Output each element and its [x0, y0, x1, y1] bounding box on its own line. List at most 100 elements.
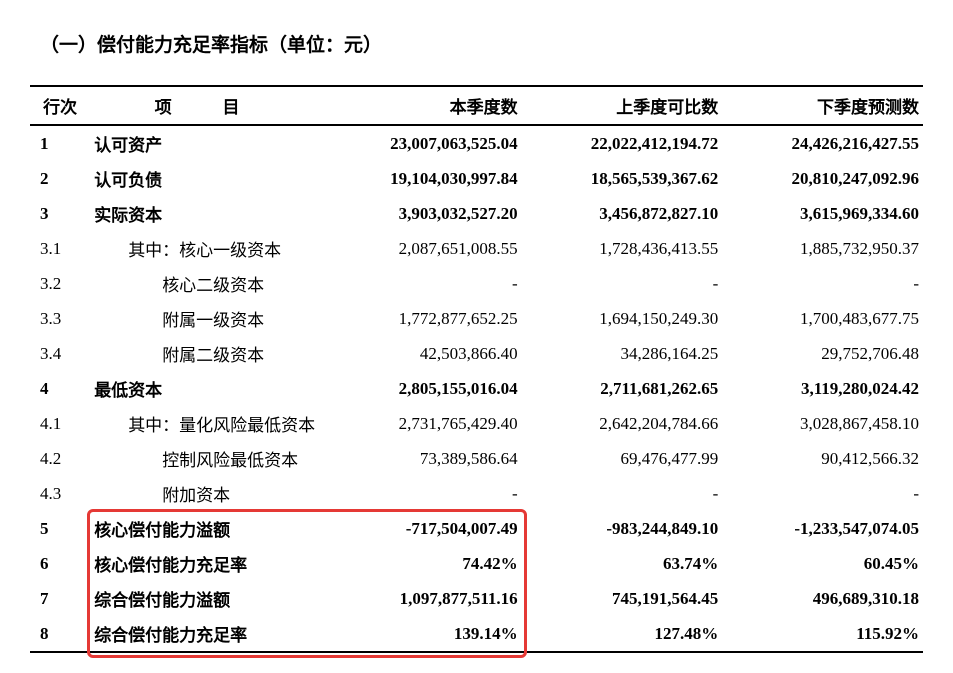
cell-value: 127.48% [522, 616, 723, 652]
cell-value: 22,022,412,194.72 [522, 125, 723, 161]
section-heading: （一）偿付能力充足率指标（单位：元） [40, 30, 923, 57]
row-index: 1 [30, 125, 90, 161]
cell-value: 2,087,651,008.55 [321, 231, 522, 266]
row-item-name: 控制风险最低资本 [90, 441, 321, 476]
row-index: 3.2 [30, 266, 90, 301]
table-row: 2认可负债19,104,030,997.8418,565,539,367.622… [30, 161, 923, 196]
cell-value: 3,456,872,827.10 [522, 196, 723, 231]
col-header-prev: 上季度可比数 [522, 86, 723, 125]
cell-value: 69,476,477.99 [522, 441, 723, 476]
cell-value: 115.92% [722, 616, 923, 652]
table-row: 3.1其中：核心一级资本2,087,651,008.551,728,436,41… [30, 231, 923, 266]
table-row: 4最低资本2,805,155,016.042,711,681,262.653,1… [30, 371, 923, 406]
cell-value: 1,700,483,677.75 [722, 301, 923, 336]
table-row: 7综合偿付能力溢额1,097,877,511.16745,191,564.454… [30, 581, 923, 616]
cell-value: - [722, 266, 923, 301]
cell-value: 29,752,706.48 [722, 336, 923, 371]
row-index: 3.4 [30, 336, 90, 371]
row-index: 2 [30, 161, 90, 196]
cell-value: 2,642,204,784.66 [522, 406, 723, 441]
row-item-name: 最低资本 [90, 371, 321, 406]
cell-value: 2,805,155,016.04 [321, 371, 522, 406]
cell-value: 20,810,247,092.96 [722, 161, 923, 196]
cell-value: 60.45% [722, 546, 923, 581]
cell-value: 3,119,280,024.42 [722, 371, 923, 406]
row-item-name: 认可资产 [90, 125, 321, 161]
cell-value: 19,104,030,997.84 [321, 161, 522, 196]
row-item-name: 实际资本 [90, 196, 321, 231]
cell-value: 24,426,216,427.55 [722, 125, 923, 161]
col-header-current: 本季度数 [321, 86, 522, 125]
row-item-name: 其中：量化风险最低资本 [90, 406, 321, 441]
table-row: 3.3附属一级资本1,772,877,652.251,694,150,249.3… [30, 301, 923, 336]
cell-value: -1,233,547,074.05 [722, 511, 923, 546]
cell-value: 63.74% [522, 546, 723, 581]
row-index: 3.3 [30, 301, 90, 336]
table-row: 4.1其中：量化风险最低资本2,731,765,429.402,642,204,… [30, 406, 923, 441]
cell-value: - [321, 476, 522, 511]
row-item-name: 附加资本 [90, 476, 321, 511]
row-item-name: 其中：核心一级资本 [90, 231, 321, 266]
col-header-item: 项 目 [90, 86, 321, 125]
cell-value: - [522, 476, 723, 511]
cell-value: 1,694,150,249.30 [522, 301, 723, 336]
row-item-name: 附属二级资本 [90, 336, 321, 371]
table-header-row: 行次 项 目 本季度数 上季度可比数 下季度预测数 [30, 86, 923, 125]
row-index: 4.1 [30, 406, 90, 441]
row-item-name: 核心偿付能力充足率 [90, 546, 321, 581]
cell-value: 34,286,164.25 [522, 336, 723, 371]
row-index: 4.3 [30, 476, 90, 511]
row-index: 4 [30, 371, 90, 406]
cell-value: -983,244,849.10 [522, 511, 723, 546]
solvency-table: 行次 项 目 本季度数 上季度可比数 下季度预测数 1认可资产23,007,06… [30, 85, 923, 653]
row-index: 3.1 [30, 231, 90, 266]
table-row: 4.2控制风险最低资本73,389,586.6469,476,477.9990,… [30, 441, 923, 476]
row-item-name: 综合偿付能力充足率 [90, 616, 321, 652]
cell-value: 74.42% [321, 546, 522, 581]
row-index: 4.2 [30, 441, 90, 476]
cell-value: 3,615,969,334.60 [722, 196, 923, 231]
table-row: 8综合偿付能力充足率139.14%127.48%115.92% [30, 616, 923, 652]
cell-value: 73,389,586.64 [321, 441, 522, 476]
cell-value: 2,731,765,429.40 [321, 406, 522, 441]
cell-value: - [522, 266, 723, 301]
col-header-index: 行次 [30, 86, 90, 125]
table-wrapper: 行次 项 目 本季度数 上季度可比数 下季度预测数 1认可资产23,007,06… [30, 85, 923, 653]
table-body: 1认可资产23,007,063,525.0422,022,412,194.722… [30, 125, 923, 652]
cell-value: - [321, 266, 522, 301]
cell-value: 23,007,063,525.04 [321, 125, 522, 161]
cell-value: - [722, 476, 923, 511]
cell-value: 3,028,867,458.10 [722, 406, 923, 441]
cell-value: -717,504,007.49 [321, 511, 522, 546]
table-row: 5核心偿付能力溢额-717,504,007.49-983,244,849.10-… [30, 511, 923, 546]
table-row: 4.3附加资本--- [30, 476, 923, 511]
cell-value: 2,711,681,262.65 [522, 371, 723, 406]
row-item-name: 综合偿付能力溢额 [90, 581, 321, 616]
row-item-name: 附属一级资本 [90, 301, 321, 336]
table-row: 1认可资产23,007,063,525.0422,022,412,194.722… [30, 125, 923, 161]
cell-value: 1,885,732,950.37 [722, 231, 923, 266]
col-header-next: 下季度预测数 [722, 86, 923, 125]
table-row: 6核心偿付能力充足率74.42%63.74%60.45% [30, 546, 923, 581]
cell-value: 139.14% [321, 616, 522, 652]
cell-value: 745,191,564.45 [522, 581, 723, 616]
row-index: 7 [30, 581, 90, 616]
table-row: 3.4附属二级资本42,503,866.4034,286,164.2529,75… [30, 336, 923, 371]
cell-value: 90,412,566.32 [722, 441, 923, 476]
cell-value: 496,689,310.18 [722, 581, 923, 616]
table-row: 3实际资本3,903,032,527.203,456,872,827.103,6… [30, 196, 923, 231]
row-item-name: 核心二级资本 [90, 266, 321, 301]
row-index: 5 [30, 511, 90, 546]
row-item-name: 认可负债 [90, 161, 321, 196]
table-row: 3.2核心二级资本--- [30, 266, 923, 301]
cell-value: 18,565,539,367.62 [522, 161, 723, 196]
cell-value: 42,503,866.40 [321, 336, 522, 371]
cell-value: 1,772,877,652.25 [321, 301, 522, 336]
row-index: 8 [30, 616, 90, 652]
row-item-name: 核心偿付能力溢额 [90, 511, 321, 546]
cell-value: 1,728,436,413.55 [522, 231, 723, 266]
cell-value: 3,903,032,527.20 [321, 196, 522, 231]
cell-value: 1,097,877,511.16 [321, 581, 522, 616]
row-index: 6 [30, 546, 90, 581]
row-index: 3 [30, 196, 90, 231]
